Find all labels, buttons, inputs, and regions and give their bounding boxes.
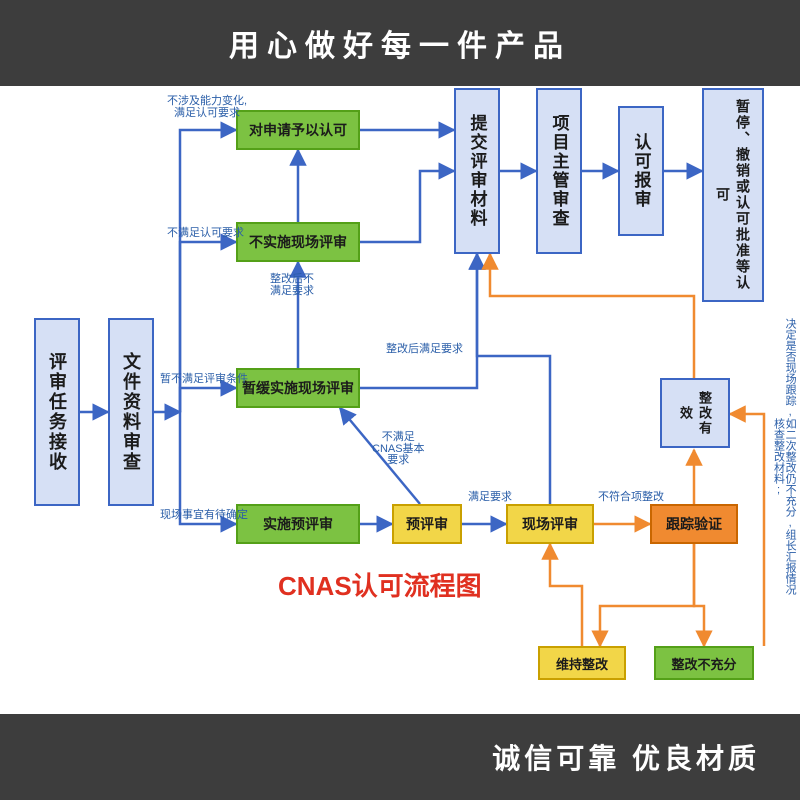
node-n_insuf: 整改不充分 — [654, 646, 754, 680]
edge-label-l1: 不涉及能力变化, 满足认可要求 — [167, 96, 247, 119]
node-n_track: 跟踪验证 — [650, 504, 738, 544]
arrow — [180, 130, 236, 412]
node-label: 整改不充分 — [671, 654, 736, 673]
node-n_docrev: 文件资料审查 — [108, 318, 154, 506]
flow-title-text: CNAS认可流程图 — [278, 571, 482, 601]
node-n_approve: 对申请予以认可 — [236, 110, 360, 150]
node-label: 跟踪验证 — [666, 514, 722, 534]
node-n_keep: 维持整改 — [538, 646, 626, 680]
node-n_accept: 评审任务接收 — [34, 318, 80, 506]
top-banner-text: 用心做好每一件产品 — [229, 21, 571, 65]
node-label: 现场评审 — [522, 514, 578, 534]
node-label: 对申请予以认可 — [249, 120, 347, 140]
node-label: 维持整改 — [556, 654, 608, 673]
node-label: 评审任务接收 — [44, 352, 70, 472]
bottom-banner: 诚信可靠 优良材质 — [0, 714, 800, 800]
arrow — [180, 242, 236, 412]
node-label: 整改有效 — [676, 384, 714, 442]
node-n_pause: 暂缓实施现场评审 — [236, 368, 360, 408]
node-label: 不实施现场评审 — [249, 232, 347, 252]
top-banner: 用心做好每一件产品 — [0, 0, 800, 86]
node-label: 暂停、撤销或认可批准等认可 — [713, 94, 753, 296]
arrow — [360, 171, 454, 242]
node-label: 认可报审 — [629, 133, 654, 209]
node-n_final: 暂停、撤销或认可批准等认可 — [702, 88, 764, 302]
edge-label-l10: 决定是否现场跟踪,如二次整改仍不充分,组长汇报情况 核查整改材料; — [772, 318, 795, 595]
node-label: 项目主管审查 — [547, 114, 572, 228]
bottom-banner-text: 诚信可靠 优良材质 — [492, 737, 760, 777]
node-n_onsite: 现场评审 — [506, 504, 594, 544]
node-n_pre: 预评审 — [392, 504, 462, 544]
arrow — [600, 544, 694, 646]
edge-label-l9: 不符合项整改 — [598, 492, 664, 504]
arrow — [180, 412, 236, 524]
flowchart-canvas: 评审任务接收 文件资料审查 对申请予以认可不实施现场评审暂缓实施现场评审实施预评审 预… — [0, 86, 800, 714]
flow-title: CNAS认可流程图 — [278, 566, 482, 603]
edge-label-l8: 满足要求 — [468, 492, 512, 504]
node-n_noonsite: 不实施现场评审 — [236, 222, 360, 262]
edge-label-l7: 整改后满足要求 — [386, 344, 463, 356]
node-n_rev: 认可报审 — [618, 106, 664, 236]
node-label: 文件资料审查 — [118, 352, 144, 472]
edge-label-l4: 暂不满足评审条件 — [160, 374, 248, 386]
arrow — [550, 544, 582, 646]
arrow — [477, 254, 550, 504]
node-label: 提交评审材料 — [465, 114, 490, 228]
node-label: 预评审 — [406, 514, 448, 534]
edge-label-l3: 整改后不 满足要求 — [270, 274, 314, 297]
node-n_submit: 提交评审材料 — [454, 88, 500, 254]
arrow — [490, 254, 694, 378]
node-label: 暂缓实施现场评审 — [242, 378, 354, 398]
node-n_prepre: 实施预评审 — [236, 504, 360, 544]
arrow — [180, 388, 236, 412]
node-label: 实施预评审 — [263, 514, 333, 534]
arrow — [360, 254, 477, 388]
edge-label-l5: 现场事宜有待确定 — [160, 510, 248, 522]
node-n_dept: 项目主管审查 — [536, 88, 582, 254]
edge-label-l6: 不满足 CNAS基本 要求 — [372, 432, 425, 467]
edge-label-l2: 不满足认可要求 — [167, 228, 244, 240]
node-n_gaiok: 整改有效 — [660, 378, 730, 448]
arrow — [694, 544, 704, 646]
